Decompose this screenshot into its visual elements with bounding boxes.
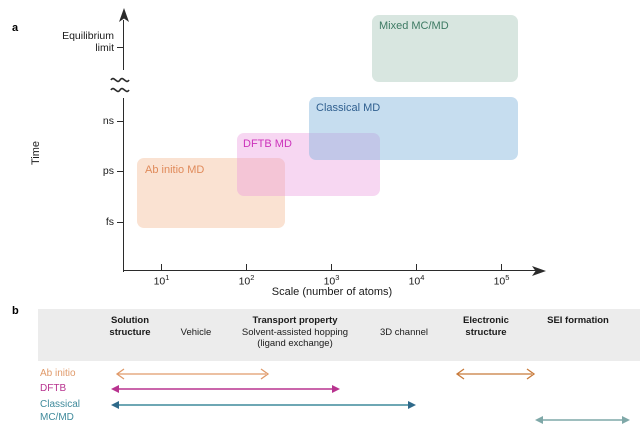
method-label-mixed-mc-md: Mixed MC/MD xyxy=(379,20,449,32)
method-label-classical-md: Classical MD xyxy=(316,102,381,114)
y-tick-ps xyxy=(117,171,124,173)
y-axis-arrowhead xyxy=(119,8,129,22)
method-label-dftb-md: DFTB MD xyxy=(243,138,292,150)
arrow-ab-initio-electronic-structure xyxy=(455,368,536,380)
table-header-solution-structure: Solution structure xyxy=(109,315,151,338)
row-label-ab-initio: Ab initio xyxy=(40,368,76,379)
x-tick-1e4 xyxy=(416,264,418,271)
y-axis-break-icon xyxy=(110,70,130,98)
y-tick-label-ps: ps xyxy=(102,165,114,177)
x-tick-label-1e4: 104 xyxy=(408,273,425,288)
arrow-classical-mc-md-transport xyxy=(111,401,416,409)
panel-b-letter: b xyxy=(12,305,19,317)
row-label-classical-mc-md: Classical MC/MD xyxy=(40,399,81,423)
x-tick-label-1e3: 103 xyxy=(323,273,340,288)
method-box-classical-md xyxy=(309,97,518,160)
method-label-ab-initio-md: Ab initio MD xyxy=(145,164,205,176)
table-header-3d-channel: 3D channel xyxy=(379,326,429,338)
x-tick-label-1e5: 105 xyxy=(493,273,510,288)
row-label-dftb: DFTB xyxy=(40,383,67,394)
x-tick-1e1 xyxy=(161,264,163,271)
table-header-vehicle: Vehicle xyxy=(180,326,212,338)
plot-area: Ab initio MD DFTB MD Classical MD Mixed … xyxy=(30,8,546,298)
x-tick-1e2 xyxy=(246,264,248,271)
method-box-mixed-mc-md xyxy=(372,15,518,82)
x-tick-label-1e2: 102 xyxy=(238,273,255,288)
table-header-electronic-structure: Electronic structure xyxy=(463,315,509,338)
x-tick-1e3 xyxy=(331,264,333,271)
y-axis-line xyxy=(123,20,125,272)
x-axis-title: Scale (number of atoms) xyxy=(271,286,393,298)
y-tick-label-fs: fs xyxy=(105,216,114,228)
x-axis-arrowhead xyxy=(532,266,546,276)
table-header-band xyxy=(38,309,640,361)
y-tick-equilibrium xyxy=(117,47,124,49)
x-tick-label-1e1: 101 xyxy=(153,273,170,288)
y-tick-label-ns: ns xyxy=(102,115,114,127)
table-header-transport-property: Transport property Solvent-assisted hoppi… xyxy=(241,315,349,349)
arrow-dftb-transport xyxy=(111,385,340,393)
y-tick-ns xyxy=(117,121,124,123)
y-tick-label-equilibrium-limit: Equilibrium limit xyxy=(62,30,114,54)
method-box-dftb-md xyxy=(237,133,380,196)
y-tick-fs xyxy=(117,222,124,224)
method-box-ab-initio-md xyxy=(137,158,285,228)
arrow-mc-md-sei-formation xyxy=(535,416,630,424)
table-header-sei-formation: SEI formation xyxy=(547,315,609,326)
y-axis-title: Time xyxy=(30,140,42,165)
panel-a-time-vs-scale-chart: a Ab initio MD DFTB MD Classical MD Mixe… xyxy=(12,8,546,298)
x-tick-1e5 xyxy=(501,264,503,271)
panel-b-capability-table: b Solution structure Vehicle Transport pr… xyxy=(0,295,640,438)
arrow-ab-initio-transport xyxy=(115,368,270,380)
x-axis-line xyxy=(123,270,536,272)
panel-a-letter: a xyxy=(12,22,19,34)
